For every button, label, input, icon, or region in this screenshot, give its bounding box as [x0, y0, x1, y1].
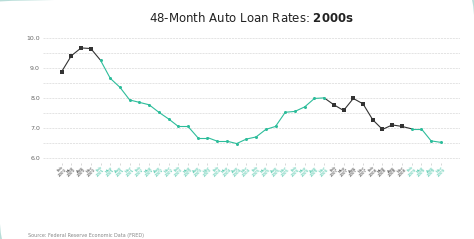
Text: Source: Federal Reserve Economic Data (FRED): Source: Federal Reserve Economic Data (F…	[28, 233, 145, 238]
Title: 48-Month Auto Loan Rates: $\bf{2000s}$: 48-Month Auto Loan Rates: $\bf{2000s}$	[149, 11, 354, 25]
